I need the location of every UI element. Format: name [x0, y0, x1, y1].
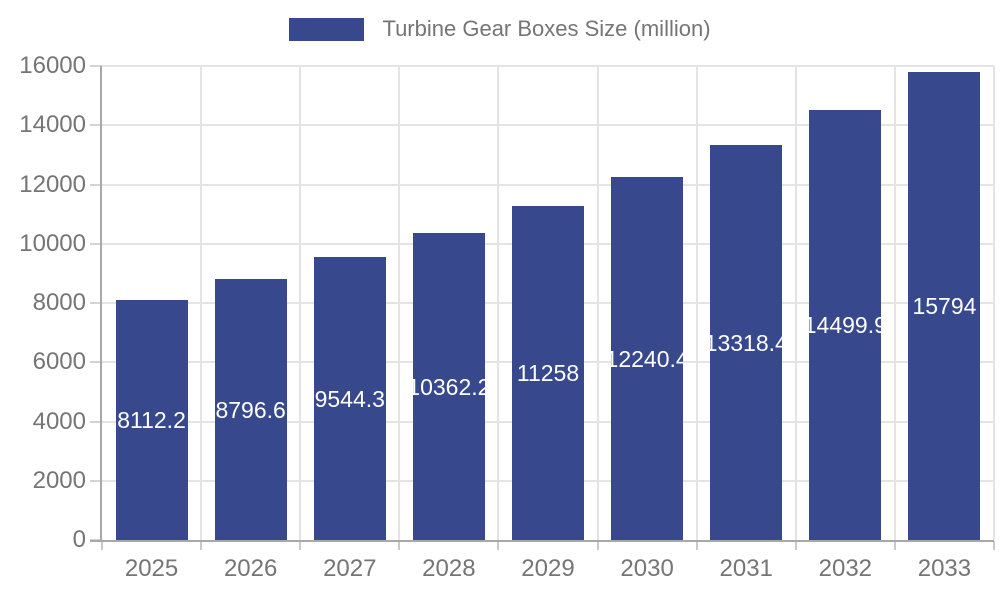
bar-value-label: 9544.3: [314, 385, 385, 412]
bar-value-label: 12240.4: [611, 345, 684, 372]
y-axis-tick-label: 12000: [19, 170, 86, 198]
gridline-vertical: [893, 66, 896, 540]
y-axis-tick-label: 10000: [19, 229, 86, 257]
y-axis-line: [100, 66, 102, 542]
y-axis-tick-label: 4000: [32, 407, 86, 435]
bar-value-label-wrap: 8796.6: [215, 396, 287, 424]
legend-item[interactable]: Turbine Gear Boxes Size (million): [0, 16, 1000, 42]
legend-label: Turbine Gear Boxes Size (million): [382, 16, 711, 41]
y-axis-tick: [90, 124, 102, 127]
gridline-vertical: [497, 66, 500, 540]
bar-value-label: 8796.6: [215, 396, 286, 423]
bar-value-label: 14499.9: [809, 312, 882, 339]
gridline-vertical: [398, 66, 401, 540]
y-axis-tick: [90, 183, 102, 186]
x-axis-tick-label: 2030: [620, 555, 674, 582]
gridline-horizontal: [102, 124, 994, 127]
gridline-vertical: [993, 66, 995, 540]
bar-value-label-wrap: 8112.2: [116, 406, 188, 434]
gridline-horizontal: [102, 183, 994, 186]
y-axis-tick: [90, 361, 102, 364]
bar-value-label: 11258: [516, 360, 580, 387]
y-axis-tick-label: 14000: [19, 111, 86, 139]
y-axis-tick: [90, 420, 102, 423]
gridline-vertical: [200, 66, 203, 540]
bar-2025[interactable]: 8112.2: [115, 299, 188, 540]
y-axis-tick-label: 0: [72, 526, 86, 553]
bar-value-label-wrap: 13318.4: [710, 329, 782, 357]
x-axis-tick: [695, 541, 698, 550]
y-axis-tick: [90, 479, 102, 482]
x-axis-tick: [497, 541, 500, 550]
bar-2026[interactable]: 8796.6: [214, 279, 287, 540]
bar-value-label-wrap: 10362.2: [413, 373, 485, 401]
x-axis-tick-label: 2031: [719, 555, 773, 582]
bar-value-label-wrap: 14499.9: [809, 311, 881, 339]
bar-value-label-wrap: 12240.4: [611, 345, 683, 373]
x-axis-tick: [398, 541, 401, 550]
x-axis-tick: [200, 541, 203, 550]
bar-value-label-wrap: 11258: [512, 359, 584, 387]
bar-value-label-wrap: 15794: [908, 292, 980, 320]
x-axis-tick: [993, 541, 995, 550]
bar-2032[interactable]: 14499.9: [809, 110, 882, 540]
x-axis-tick: [299, 541, 302, 550]
x-axis-tick-label: 2026: [223, 555, 278, 582]
x-axis-tick-label: 2028: [422, 555, 476, 582]
bar-value-label: 13318.4: [710, 329, 783, 356]
bar-value-label: 15794: [912, 293, 977, 320]
x-axis-tick-label: 2027: [323, 555, 377, 582]
bar-2029[interactable]: 11258: [512, 206, 584, 540]
x-axis-tick: [794, 541, 797, 550]
x-axis-tick: [596, 541, 599, 550]
gridline-vertical: [794, 66, 797, 540]
y-axis-tick-label: 8000: [32, 289, 86, 316]
y-axis-tick: [90, 242, 102, 245]
x-axis-tick-label: 2032: [818, 555, 873, 582]
y-axis-tick-label: 6000: [32, 348, 86, 376]
gridline-vertical: [596, 66, 599, 540]
gridline-vertical: [299, 66, 302, 540]
bar-2031[interactable]: 13318.4: [710, 145, 783, 540]
y-axis-tick: [90, 65, 102, 67]
bar-value-label: 10362.2: [412, 373, 485, 400]
y-axis-tick: [90, 302, 102, 304]
bar-2030[interactable]: 12240.4: [611, 177, 684, 540]
y-axis-tick-label: 2000: [32, 466, 86, 494]
legend-swatch: [289, 17, 365, 41]
bar-value-label: 8112.2: [117, 406, 186, 433]
gridline-horizontal: [102, 65, 994, 67]
bar-2028[interactable]: 10362.2: [412, 233, 485, 540]
x-axis-tick-label: 2025: [124, 555, 179, 582]
x-axis-tick-label: 2033: [917, 555, 972, 582]
bar-value-label-wrap: 9544.3: [314, 385, 386, 413]
x-axis-tick: [101, 541, 103, 550]
x-axis-tick-label: 2029: [521, 555, 575, 582]
bar-2033[interactable]: 15794: [908, 72, 981, 540]
y-axis-tick-label: 16000: [19, 52, 86, 79]
x-axis-line: [90, 540, 994, 542]
gridline-vertical: [695, 66, 698, 540]
bar-2027[interactable]: 9544.3: [313, 257, 386, 540]
x-axis-tick: [893, 541, 896, 550]
